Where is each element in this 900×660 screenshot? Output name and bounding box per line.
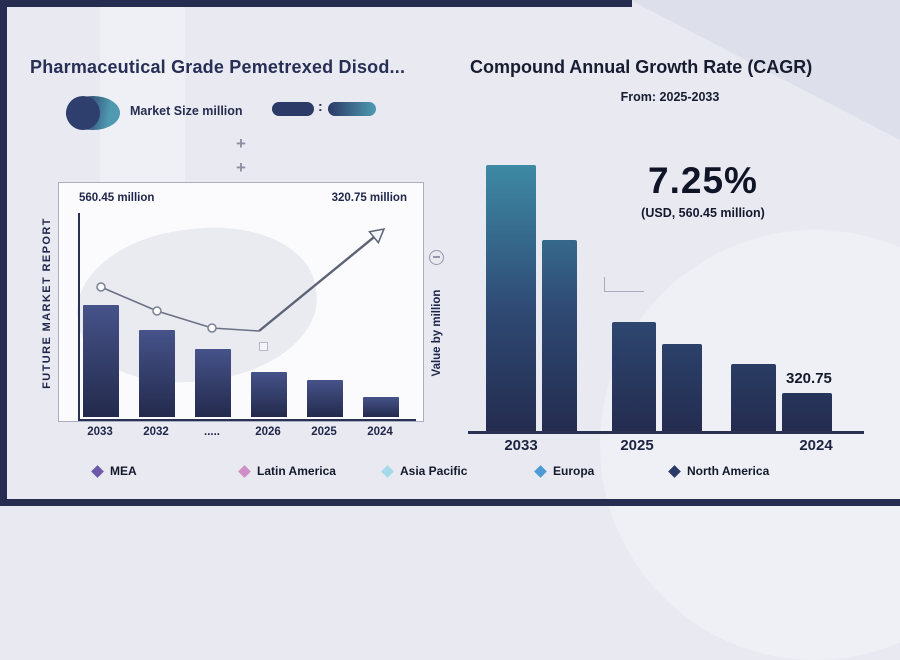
minus-circle-icon bbox=[429, 250, 444, 265]
legend-label: Asia Pacific bbox=[400, 464, 468, 478]
right-chart-bars bbox=[468, 160, 868, 431]
legend-diamond-icon bbox=[91, 464, 104, 478]
legend-item-3: Europa bbox=[534, 464, 595, 478]
left-bar-3 bbox=[251, 372, 287, 417]
legend-pill-gradient bbox=[328, 102, 376, 116]
right-chart-xlabels: 2033 2025 2024 bbox=[468, 437, 868, 463]
frame-bottom-bar bbox=[0, 499, 900, 506]
right-bar-2025-2 bbox=[662, 344, 702, 431]
right-chart-title: Compound Annual Growth Rate (CAGR) bbox=[470, 57, 813, 77]
legend-item-0: MEA bbox=[91, 464, 137, 478]
left-x-label-0: 2033 bbox=[87, 426, 113, 438]
legend-diamond-icon bbox=[381, 464, 394, 478]
legend-label: Latin America bbox=[257, 464, 336, 478]
cagr-chart-panel: 2033 2025 2024 320.75 bbox=[468, 160, 868, 466]
legend-item-2: Asia Pacific bbox=[381, 464, 468, 478]
cagr-base-value: (USD, 560.45 million) bbox=[641, 206, 765, 220]
legend-item-1: Latin America bbox=[238, 464, 336, 478]
market-size-chart-panel: 560.45 million 320.75 million bbox=[58, 182, 424, 422]
square-decoration-icon bbox=[259, 342, 268, 351]
left-x-label-2: ..... bbox=[204, 426, 220, 438]
legend-diamond-icon bbox=[534, 464, 547, 478]
legend-diamond-icon bbox=[238, 464, 251, 478]
frame-left-bar bbox=[0, 0, 7, 506]
right-bar-2025-1 bbox=[612, 322, 656, 431]
value-label-2033: 560.45 million bbox=[79, 192, 155, 204]
watermark-future-market-report: FUTURE MARKET REPORT bbox=[41, 217, 53, 389]
right-chart-x-axis bbox=[468, 431, 864, 434]
left-bar-2 bbox=[195, 349, 231, 417]
left-chart-x-axis bbox=[78, 419, 416, 421]
legend-colon: : bbox=[318, 98, 323, 114]
right-x-label-2025: 2025 bbox=[620, 437, 654, 454]
legend-pill-navy bbox=[272, 102, 314, 116]
value-by-million-label: Value by million bbox=[431, 289, 443, 377]
bottom-legend: MEA Latin America Asia Pacific Europa North … bbox=[0, 464, 900, 492]
step-line-decoration bbox=[604, 277, 644, 292]
left-chart-xlabels: 2033 2032..... 2026 2025 2024 bbox=[82, 426, 398, 438]
left-x-label-4: 2025 bbox=[311, 426, 337, 438]
left-bar-1 bbox=[139, 330, 175, 417]
bar-group-2025 bbox=[612, 322, 702, 431]
cagr-value-block: 7.25% (USD, 560.45 million) bbox=[613, 160, 793, 220]
right-bar-2024-2 bbox=[782, 393, 832, 431]
background-band-decoration bbox=[100, 7, 185, 182]
legend-label: Europa bbox=[553, 464, 595, 478]
left-x-label-3: 2026 bbox=[255, 426, 281, 438]
market-size-sphere-icon bbox=[66, 96, 120, 130]
frame-top-bar bbox=[0, 0, 632, 7]
right-bar-2033-1 bbox=[486, 165, 536, 431]
bar-group-2033 bbox=[486, 165, 577, 431]
end-value-label: 320.75 bbox=[786, 370, 832, 387]
right-bar-2024-1 bbox=[731, 364, 776, 431]
left-bar-5 bbox=[363, 397, 399, 417]
left-x-label-1: 2032 bbox=[143, 426, 169, 438]
bar-group-2024 bbox=[731, 364, 832, 431]
value-label-2024: 320.75 million bbox=[331, 192, 407, 204]
right-x-label-2024: 2024 bbox=[799, 437, 833, 454]
plus-decoration-icon: + bbox=[236, 134, 246, 153]
left-bar-4 bbox=[307, 380, 343, 417]
right-bar-2033-2 bbox=[542, 240, 577, 431]
market-size-legend-label: Market Size million bbox=[130, 104, 243, 118]
legend-label: North America bbox=[687, 464, 770, 478]
left-chart-y-axis bbox=[78, 213, 80, 421]
left-bar-0 bbox=[83, 305, 119, 417]
cagr-percentage: 7.25% bbox=[648, 160, 758, 201]
left-x-label-5: 2024 bbox=[367, 426, 393, 438]
legend-diamond-icon bbox=[668, 464, 681, 478]
legend-item-4: North America bbox=[668, 464, 770, 478]
legend-label: MEA bbox=[110, 464, 137, 478]
left-chart-bars bbox=[83, 305, 399, 417]
right-x-label-2033: 2033 bbox=[504, 437, 538, 454]
left-chart-title: Pharmaceutical Grade Pemetrexed Disod... bbox=[30, 57, 406, 77]
cagr-period-subtitle: From: 2025-2033 bbox=[620, 90, 720, 104]
plus-decoration-icon: + bbox=[236, 158, 246, 177]
